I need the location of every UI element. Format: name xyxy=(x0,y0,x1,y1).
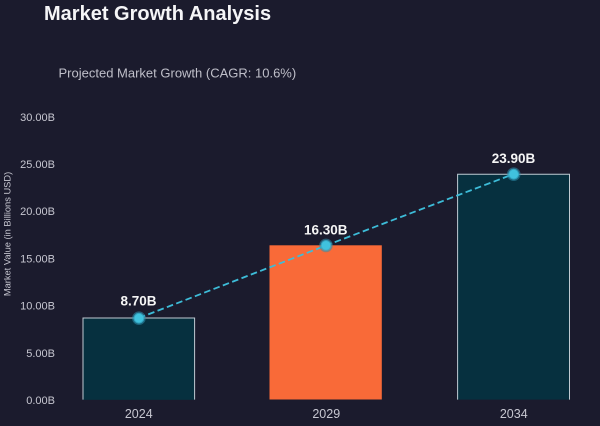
svg-text:Market Value (in Billions USD): Market Value (in Billions USD) xyxy=(2,172,12,296)
svg-text:2034: 2034 xyxy=(500,407,528,421)
svg-text:25.00B: 25.00B xyxy=(20,159,55,171)
svg-text:10.00B: 10.00B xyxy=(20,301,55,313)
svg-text:16.30B: 16.30B xyxy=(304,222,348,237)
svg-text:2024: 2024 xyxy=(125,407,153,421)
svg-text:30.00B: 30.00B xyxy=(20,112,55,124)
svg-text:20.00B: 20.00B xyxy=(20,206,55,218)
svg-text:15.00B: 15.00B xyxy=(20,253,55,265)
svg-text:8.70B: 8.70B xyxy=(120,294,156,309)
svg-text:2029: 2029 xyxy=(312,407,340,421)
svg-text:5.00B: 5.00B xyxy=(26,348,55,360)
svg-text:Market Growth Analysis: Market Growth Analysis xyxy=(44,3,271,25)
svg-text:23.90B: 23.90B xyxy=(492,151,536,166)
svg-text:Projected Market Growth (CAGR:: Projected Market Growth (CAGR: 10.6%) xyxy=(59,66,297,81)
svg-text:0.00B: 0.00B xyxy=(26,395,55,407)
